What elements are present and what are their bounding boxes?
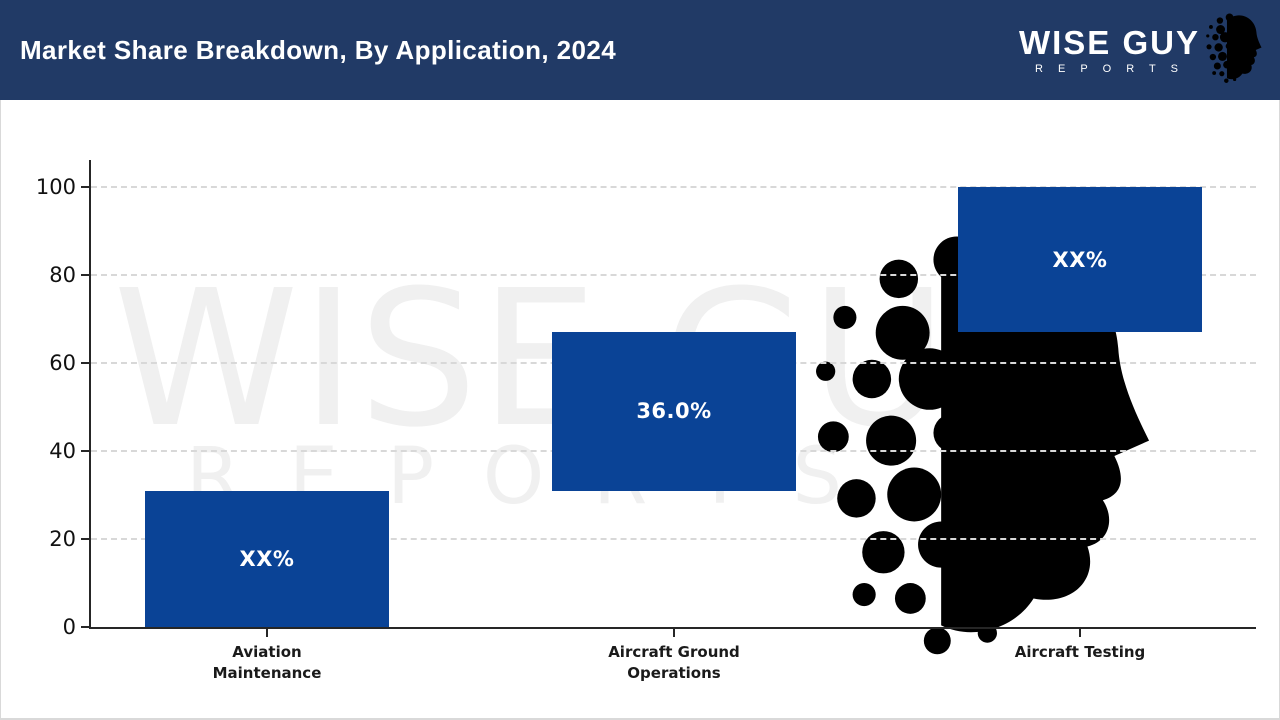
bar-value-label-aircraft-testing: XX% xyxy=(1052,247,1108,272)
bar-value-label-aviation-maintenance: XX% xyxy=(239,546,295,571)
page-title: Market Share Breakdown, By Application, … xyxy=(20,34,617,65)
y-tick-mark-40 xyxy=(81,450,90,452)
bar-value-label-aircraft-ground-operations: 36.0% xyxy=(636,399,712,424)
category-label-aircraft-testing: Aircraft Testing xyxy=(1014,643,1146,661)
x-tick-mark-aviation-maintenance xyxy=(266,629,268,637)
y-tick-mark-60 xyxy=(81,362,90,364)
chart-canvas: WISE GUY R E P O R T S 0 20 40 60 80 100 XX% Av… xyxy=(0,100,1280,720)
x-tick-mark-aircraft-ground-operations xyxy=(673,629,675,637)
y-tick-label-100: 100 xyxy=(35,175,76,199)
x-tick-mark-aircraft-testing xyxy=(1079,629,1081,637)
wiseguy-face-icon xyxy=(1206,13,1262,83)
gridline-100 xyxy=(91,186,1256,188)
gridline-80 xyxy=(91,274,1256,276)
bar-aircraft-ground-operations: 36.0% xyxy=(552,332,796,491)
y-tick-mark-100 xyxy=(81,186,90,188)
wiseguy-logo: WISE GUY R E P O R T S xyxy=(1019,11,1266,89)
logo-text: WISE GUY R E P O R T S xyxy=(1019,26,1200,75)
y-tick-label-80: 80 xyxy=(49,263,76,287)
plot-area: 0 20 40 60 80 100 XX% Aviation Maintenance 36.0% A… xyxy=(36,160,1256,682)
y-tick-mark-0 xyxy=(81,626,90,628)
bar-aircraft-testing: XX% xyxy=(958,187,1202,333)
category-label-aircraft-ground-operations: Aircraft Ground Operations xyxy=(608,643,740,682)
y-tick-label-60: 60 xyxy=(49,351,76,375)
gridline-20 xyxy=(91,538,1256,540)
header-banner: Market Share Breakdown, By Application, … xyxy=(0,0,1280,100)
y-tick-label-0: 0 xyxy=(62,615,76,639)
category-label-aviation-maintenance: Aviation Maintenance xyxy=(212,643,322,682)
y-tick-label-40: 40 xyxy=(49,439,76,463)
logo-brand-sub: R E P O R T S xyxy=(1035,62,1184,75)
y-tick-mark-20 xyxy=(81,538,90,540)
y-tick-label-20: 20 xyxy=(49,527,76,551)
bar-aviation-maintenance: XX% xyxy=(145,490,389,627)
y-tick-mark-80 xyxy=(81,274,90,276)
logo-brand-name: WISE GUY xyxy=(1018,23,1200,61)
